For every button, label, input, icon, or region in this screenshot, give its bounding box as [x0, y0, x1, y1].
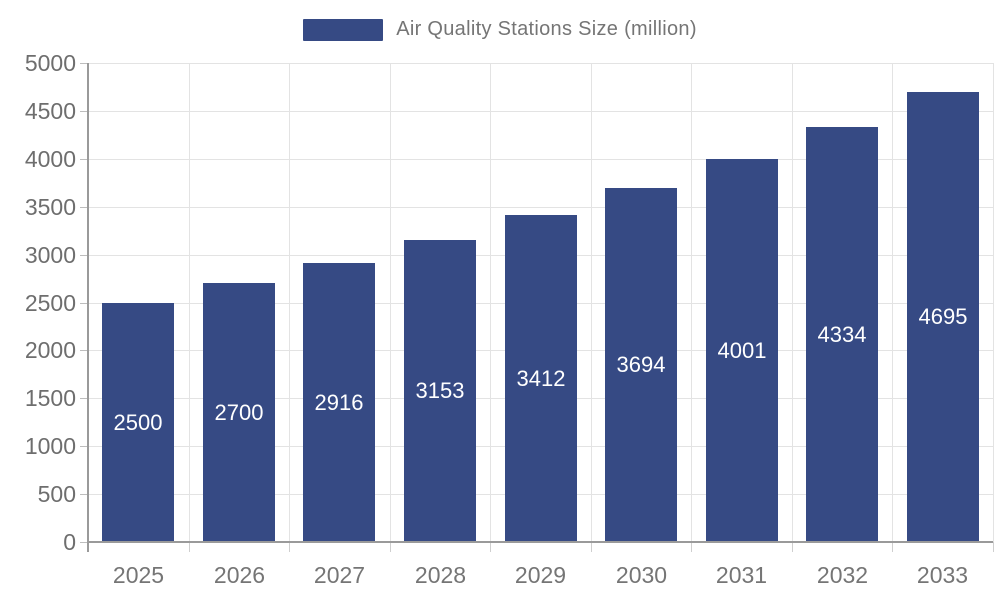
gridline-vertical — [289, 63, 290, 542]
y-axis-tick — [80, 207, 88, 208]
bar-value-label: 3412 — [516, 365, 566, 391]
bar-2026: 2700 — [203, 283, 275, 542]
gridline-vertical — [189, 63, 190, 542]
legend-item[interactable]: Air Quality Stations Size (million) — [0, 18, 1000, 41]
y-axis-tick-label: 3500 — [24, 194, 76, 220]
bar-2028: 3153 — [404, 240, 476, 542]
gridline-horizontal — [88, 111, 993, 112]
bar-2027: 2916 — [303, 263, 375, 542]
gridline-vertical — [390, 63, 391, 542]
x-axis-tick — [189, 542, 190, 552]
y-axis-tick — [80, 111, 88, 112]
x-axis-tick-label: 2032 — [816, 562, 869, 588]
x-axis-tick — [993, 542, 994, 552]
gridline-horizontal — [88, 159, 993, 160]
x-axis-tick — [691, 542, 692, 552]
y-axis-tick-label: 4000 — [24, 146, 76, 172]
x-axis-tick-label: 2028 — [414, 562, 467, 588]
y-axis-tick-label: 2000 — [24, 337, 76, 363]
x-axis-tick — [490, 542, 491, 552]
y-axis-tick — [80, 255, 88, 256]
x-axis-tick-label: 2027 — [313, 562, 366, 588]
gridline-vertical — [490, 63, 491, 542]
x-axis-tick — [792, 542, 793, 552]
bar-value-label: 2700 — [214, 399, 264, 425]
x-axis-tick-label: 2031 — [715, 562, 768, 588]
gridline-vertical — [993, 63, 994, 542]
bar-value-label: 3153 — [415, 378, 465, 403]
x-axis-line — [87, 541, 993, 543]
y-axis-tick — [80, 63, 88, 64]
x-axis-tick — [892, 542, 893, 552]
y-axis-tick — [80, 446, 88, 447]
gridline-vertical — [792, 63, 793, 542]
legend-swatch — [303, 18, 384, 41]
y-axis-tick — [80, 159, 88, 160]
bar-value-label: 3694 — [616, 352, 666, 377]
x-axis-tick — [390, 542, 391, 552]
bar-2031: 4001 — [706, 159, 778, 542]
bar-2029: 3412 — [505, 215, 577, 542]
bar-value-label: 4334 — [817, 321, 867, 347]
x-axis-tick — [591, 542, 592, 552]
y-axis-tick — [80, 303, 88, 304]
y-axis-line — [87, 63, 89, 552]
y-axis-tick-label: 3000 — [24, 242, 76, 268]
gridline-horizontal — [88, 207, 993, 208]
y-axis-tick — [80, 398, 88, 399]
gridline-vertical — [691, 63, 692, 542]
bar-value-label: 4001 — [717, 337, 767, 363]
bar-value-label: 4695 — [918, 304, 968, 329]
x-axis-tick-label: 2033 — [916, 562, 969, 588]
x-axis-tick-label: 2026 — [213, 562, 266, 588]
x-axis-tick-label: 2029 — [514, 562, 567, 588]
x-axis-tick-label: 2025 — [112, 562, 165, 588]
y-axis-tick — [80, 350, 88, 351]
legend-label: Air Quality Stations Size (million) — [396, 18, 697, 40]
y-axis-tick-label: 5000 — [24, 50, 76, 76]
bar-value-label: 2916 — [314, 389, 364, 415]
x-axis-tick-label: 2030 — [615, 562, 668, 588]
y-axis-tick-label: 1500 — [24, 385, 76, 411]
bar-value-label: 2500 — [113, 410, 163, 435]
y-axis-tick-label: 1000 — [24, 433, 76, 459]
y-axis-tick-label: 2500 — [24, 290, 76, 316]
bar-2025: 2500 — [102, 303, 174, 543]
y-axis-tick — [80, 542, 88, 543]
bar-2033: 4695 — [907, 92, 979, 542]
bar-2030: 3694 — [605, 188, 677, 542]
x-axis-tick — [289, 542, 290, 552]
y-axis-tick-label: 0 — [63, 529, 76, 555]
gridline-vertical — [591, 63, 592, 542]
y-axis-tick — [80, 494, 88, 495]
gridline-horizontal — [88, 63, 993, 64]
y-axis-tick-label: 500 — [37, 481, 76, 507]
y-axis-tick-label: 4500 — [24, 98, 76, 124]
gridline-vertical — [892, 63, 893, 542]
bar-2032: 4334 — [806, 127, 878, 542]
